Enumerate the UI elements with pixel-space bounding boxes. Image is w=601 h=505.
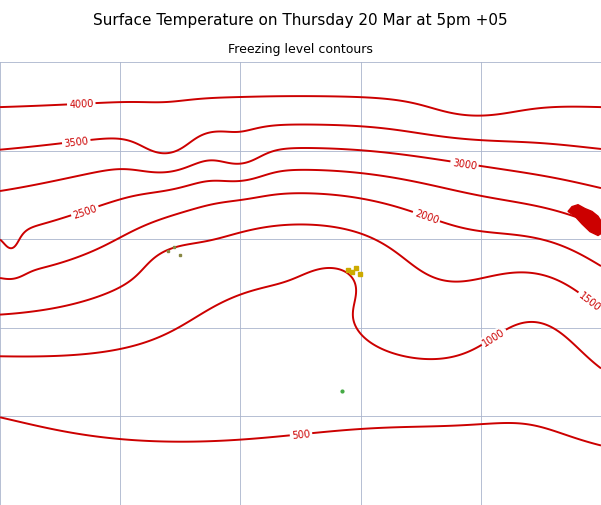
Text: 2500: 2500 (72, 203, 98, 220)
Text: 500: 500 (291, 429, 311, 440)
Polygon shape (568, 206, 601, 236)
Text: 1500: 1500 (577, 290, 601, 313)
Text: 1000: 1000 (481, 327, 507, 348)
Text: 3000: 3000 (452, 158, 477, 171)
Text: 4000: 4000 (69, 99, 94, 110)
Text: Surface Temperature on Thursday 20 Mar at 5pm +05: Surface Temperature on Thursday 20 Mar a… (93, 13, 508, 28)
Text: 3500: 3500 (64, 136, 89, 148)
Text: Freezing level contours: Freezing level contours (228, 43, 373, 56)
Text: 2000: 2000 (413, 209, 440, 226)
